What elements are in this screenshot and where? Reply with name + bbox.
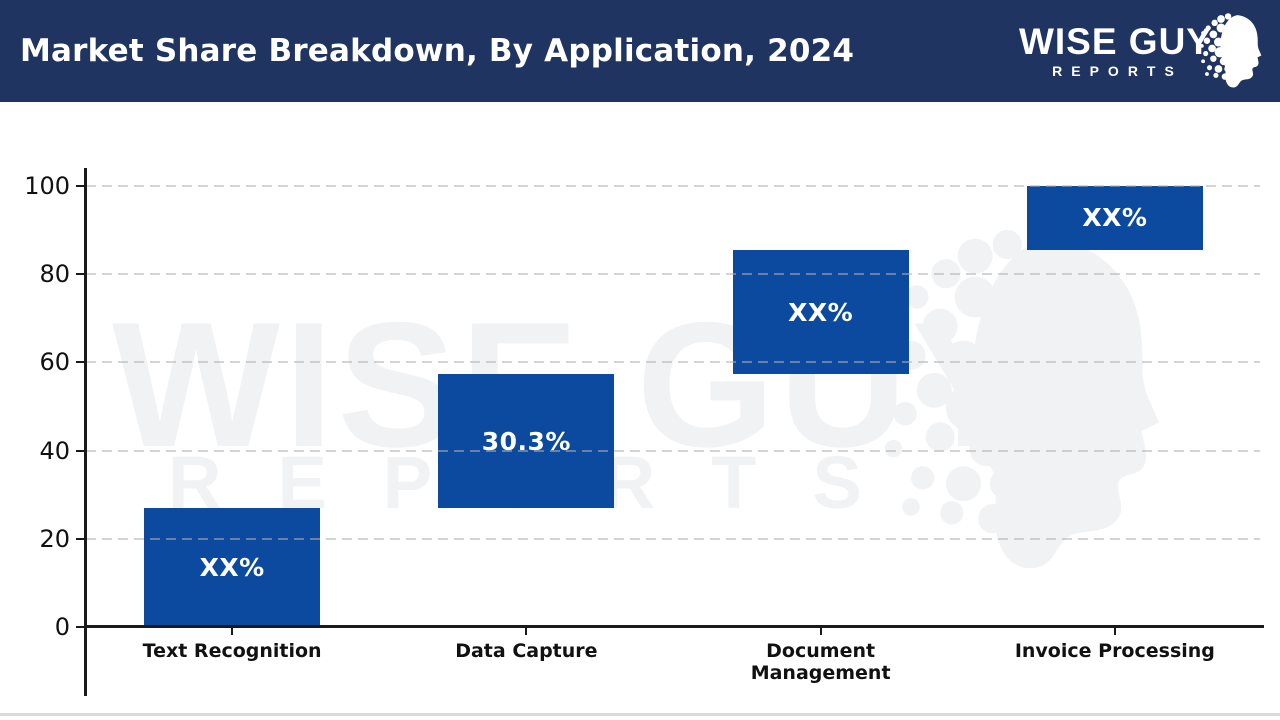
category-label-1: Data Capture <box>455 640 598 662</box>
y-tick-label-0: 0 <box>54 613 70 641</box>
page-title: Market Share Breakdown, By Application, … <box>20 33 855 69</box>
bottom-divider <box>0 713 1280 716</box>
bar-segment-3: XX% <box>1026 186 1203 250</box>
bar-value-label-2: XX% <box>788 297 854 327</box>
y-tick-label-80: 80 <box>39 260 70 289</box>
category-label-3: Invoice Processing <box>1014 640 1215 662</box>
x-tick-0 <box>231 628 234 635</box>
category-label-2: Document Management <box>750 640 891 684</box>
header-bar: Market Share Breakdown, By Application, … <box>0 0 1280 102</box>
wiseguy-face-icon <box>1199 13 1262 88</box>
bar-segment-1: 30.3% <box>438 374 615 508</box>
wiseguy-logo: WISE GUY REPORTS <box>1019 11 1262 91</box>
gridline-60 <box>86 361 1260 364</box>
y-tick-label-20: 20 <box>39 524 70 553</box>
wiseguy-logo-text: WISE GUY REPORTS <box>1018 21 1212 80</box>
y-tick-0 <box>76 626 84 628</box>
x-axis-line <box>84 625 1264 628</box>
bar-segment-0: XX% <box>144 507 321 627</box>
gridline-20 <box>86 537 1260 540</box>
y-tick-20 <box>76 537 84 540</box>
gridline-80 <box>86 273 1260 276</box>
y-axis-line <box>84 168 87 696</box>
chart-area: WISE GUY REPORTS XX%30.3%XX%XX% 02040608… <box>0 102 1280 720</box>
y-tick-100 <box>76 185 84 187</box>
x-tick-2 <box>819 628 822 635</box>
gridline-100 <box>86 185 1260 187</box>
category-label-0: Text Recognition <box>142 640 322 662</box>
bar-segment-2: XX% <box>732 249 909 375</box>
x-tick-1 <box>525 628 528 635</box>
wiseguy-logo-line2: REPORTS <box>1052 63 1183 79</box>
bar-value-label-3: XX% <box>1082 203 1148 233</box>
watermark-face-icon <box>878 229 1159 569</box>
bar-value-label-0: XX% <box>199 552 265 582</box>
x-tick-3 <box>1113 628 1116 635</box>
y-tick-label-60: 60 <box>39 348 70 377</box>
y-tick-40 <box>76 449 84 452</box>
y-tick-label-100: 100 <box>24 172 70 200</box>
gridline-40 <box>86 449 1260 452</box>
y-tick-60 <box>76 361 84 364</box>
wiseguy-logo-line1: WISE GUY <box>1018 21 1212 62</box>
y-tick-label-40: 40 <box>39 436 70 465</box>
y-tick-80 <box>76 273 84 276</box>
